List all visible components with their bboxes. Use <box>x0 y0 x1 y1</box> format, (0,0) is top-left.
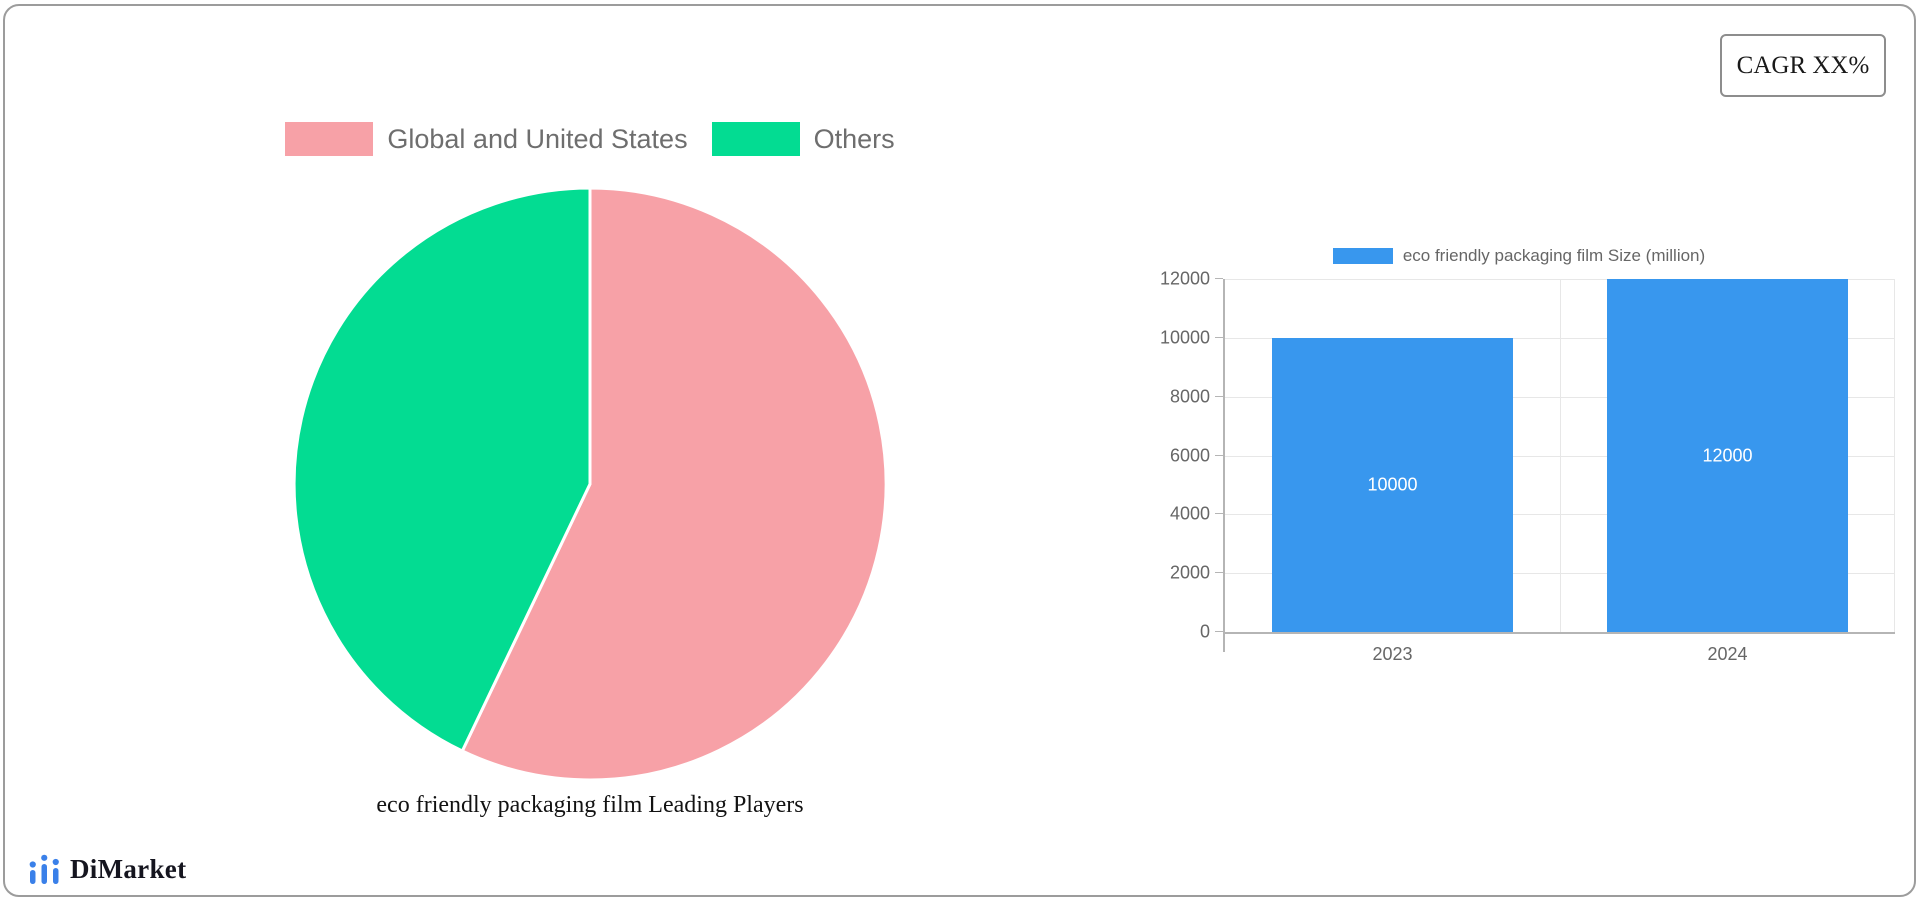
bar-chart: 0 2000 4000 6000 8000 10000 12000 10000 12000 <box>1140 269 1898 652</box>
y-axis-tick-mark <box>1215 336 1223 338</box>
y-axis-tick-mark <box>1215 278 1223 279</box>
y-axis-tick-label: 0 <box>1199 621 1210 642</box>
bar-y-axis: 0 2000 4000 6000 8000 10000 12000 <box>1140 269 1223 642</box>
bar-legend: eco friendly packaging film Size (millio… <box>1140 246 1898 265</box>
bar-value-label: 12000 <box>1702 445 1753 465</box>
legend-swatch <box>285 122 374 156</box>
y-axis-tick-label: 4000 <box>1169 503 1210 524</box>
legend-swatch <box>711 122 800 156</box>
legend-label: Global and United States <box>387 123 688 154</box>
y-axis-tick-label: 12000 <box>1159 268 1210 289</box>
y-axis-tick-label: 2000 <box>1169 562 1210 583</box>
legend-label: eco friendly packaging film Size (millio… <box>1402 246 1706 265</box>
bar-2023: 10000 <box>1271 337 1514 632</box>
pie-chart <box>292 186 888 782</box>
bar-x-axis-labels: 2023 2024 <box>1225 634 1895 664</box>
legend-label: Others <box>813 123 895 154</box>
y-axis-tick-label: 10000 <box>1159 327 1210 348</box>
y-axis-tick-label: 6000 <box>1169 445 1210 465</box>
pie-slice-global-and-united-states <box>460 186 888 782</box>
dimarket-logo: DiMarket <box>28 853 186 886</box>
y-axis-tick-mark <box>1215 631 1223 632</box>
y-axis-tick-label: 8000 <box>1169 386 1210 407</box>
pie-legend-item: Others <box>711 122 895 156</box>
bar-plot-area: 10000 12000 <box>1223 279 1895 652</box>
bar-chart-section: eco friendly packaging film Size (millio… <box>1140 246 1898 664</box>
pie-chart-title: eco friendly packaging film Leading Play… <box>376 792 804 818</box>
bar-2024: 12000 <box>1606 279 1849 632</box>
x-axis-tick-label: 2023 <box>1372 644 1413 664</box>
bar-value-label: 10000 <box>1367 474 1418 495</box>
pie-slice-others <box>292 186 592 753</box>
pie-legend-item: Global and United States <box>285 122 688 156</box>
y-axis-tick-mark <box>1215 513 1223 515</box>
bar-chart-icon <box>29 854 59 884</box>
gridline <box>1560 279 1561 632</box>
pie-legend: Global and United States Others <box>238 120 942 158</box>
pie-chart-section: Global and United States Others eco frien… <box>238 120 942 819</box>
x-axis-tick-label: 2024 <box>1707 644 1748 664</box>
dimarket-logo-text: DiMarket <box>70 854 187 884</box>
y-axis-tick-mark <box>1215 572 1223 574</box>
cagr-badge: CAGR XX% <box>1720 34 1886 97</box>
y-axis-tick-mark <box>1215 454 1223 456</box>
legend-swatch <box>1332 248 1393 264</box>
y-axis-line-extension <box>1223 632 1225 652</box>
y-axis-tick-mark <box>1215 395 1223 397</box>
gridline <box>1894 279 1895 632</box>
